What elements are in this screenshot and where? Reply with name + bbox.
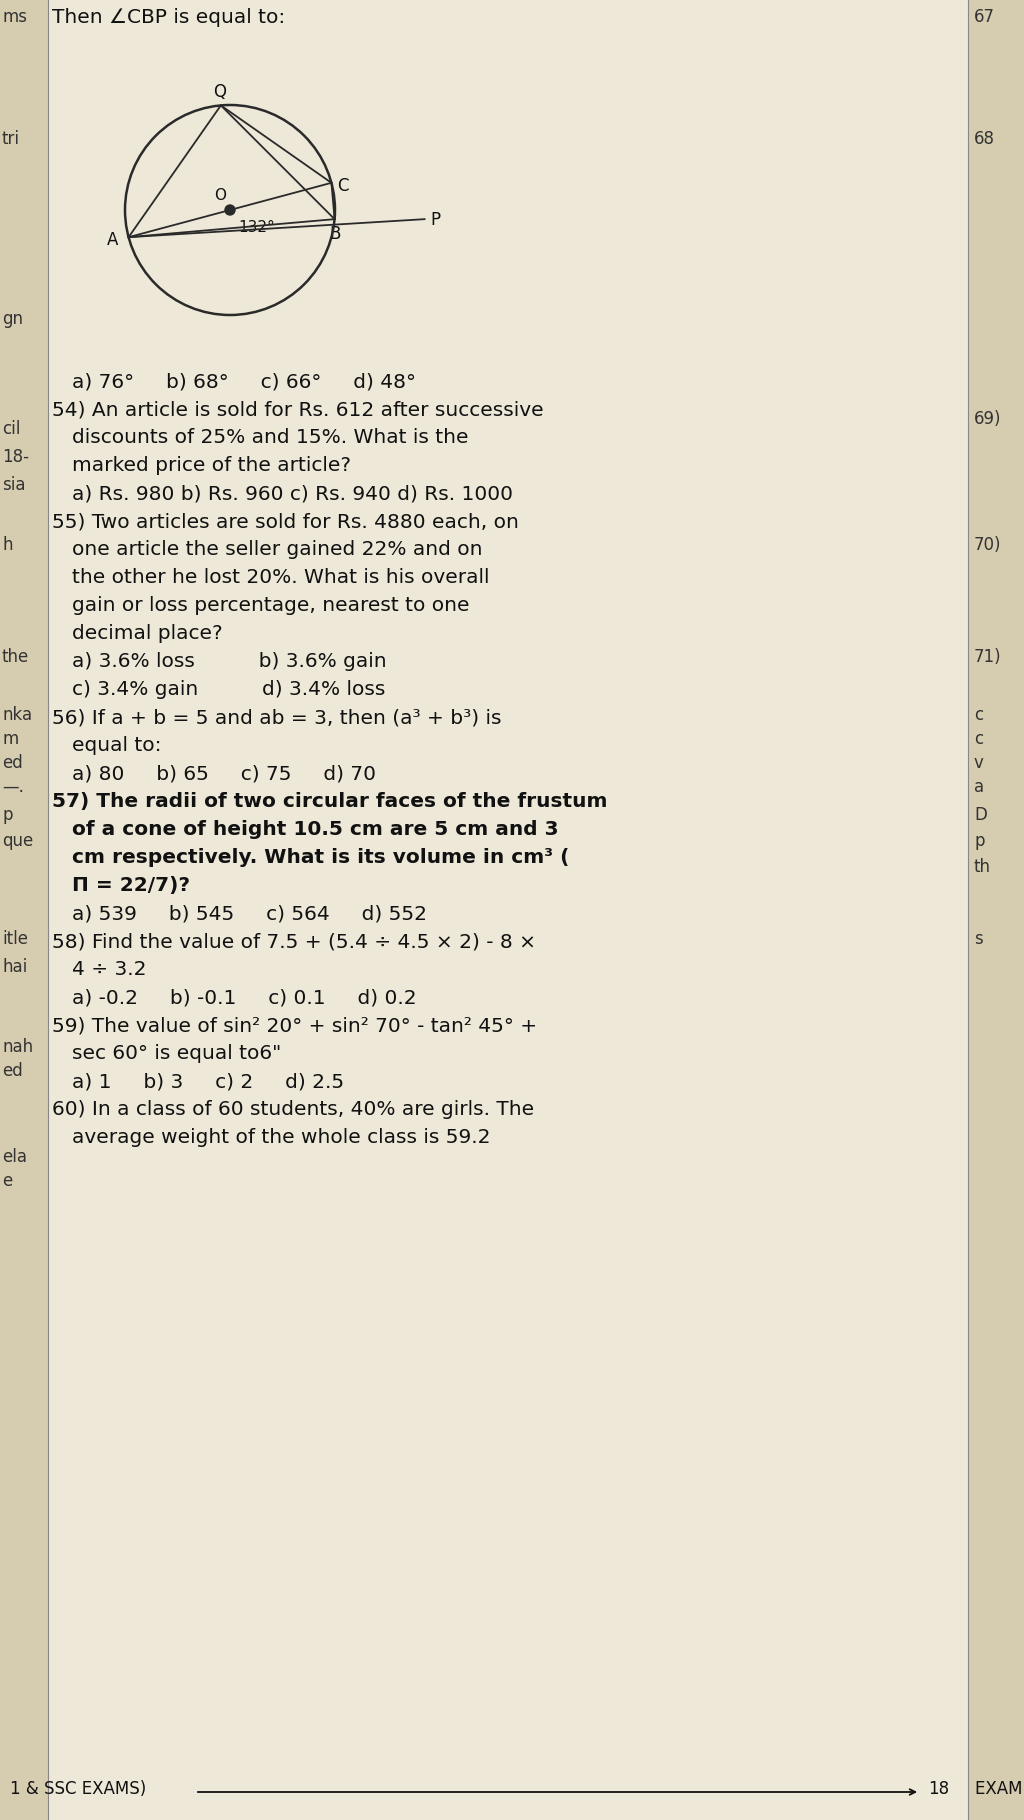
Text: the other he lost 20%. What is his overall: the other he lost 20%. What is his overa…	[72, 568, 489, 588]
Text: 54) An article is sold for Rs. 612 after successive: 54) An article is sold for Rs. 612 after…	[52, 400, 544, 419]
Text: gn: gn	[2, 309, 23, 328]
Text: 59) The value of sin² 20° + sin² 70° - tan² 45° +: 59) The value of sin² 20° + sin² 70° - t…	[52, 1016, 538, 1036]
Text: 67: 67	[974, 7, 995, 25]
Text: of a cone of height 10.5 cm are 5 cm and 3: of a cone of height 10.5 cm are 5 cm and…	[72, 821, 559, 839]
Text: —.: —.	[2, 777, 24, 795]
Text: 60) In a class of 60 students, 40% are girls. The: 60) In a class of 60 students, 40% are g…	[52, 1099, 535, 1119]
Circle shape	[225, 206, 234, 215]
Text: C: C	[338, 177, 349, 195]
Text: c) 3.4% gain          d) 3.4% loss: c) 3.4% gain d) 3.4% loss	[72, 681, 385, 699]
Text: ms: ms	[2, 7, 27, 25]
Text: 55) Two articles are sold for Rs. 4880 each, on: 55) Two articles are sold for Rs. 4880 e…	[52, 511, 519, 531]
Text: th: th	[974, 857, 991, 875]
Text: one article the seller gained 22% and on: one article the seller gained 22% and on	[72, 541, 482, 559]
Text: discounts of 25% and 15%. What is the: discounts of 25% and 15%. What is the	[72, 428, 469, 448]
Text: a) 1     b) 3     c) 2     d) 2.5: a) 1 b) 3 c) 2 d) 2.5	[72, 1072, 344, 1090]
Text: a) 80     b) 65     c) 75     d) 70: a) 80 b) 65 c) 75 d) 70	[72, 764, 376, 783]
Text: sec 60° is equal to6": sec 60° is equal to6"	[72, 1045, 282, 1063]
Text: e: e	[2, 1172, 12, 1190]
Text: a) Rs. 980 b) Rs. 960 c) Rs. 940 d) Rs. 1000: a) Rs. 980 b) Rs. 960 c) Rs. 940 d) Rs. …	[72, 484, 513, 502]
Text: 58) Find the value of 7.5 + (5.4 ÷ 4.5 × 2) - 8 ×: 58) Find the value of 7.5 + (5.4 ÷ 4.5 ×…	[52, 932, 536, 952]
Text: 1 & SSC EXAMS): 1 & SSC EXAMS)	[10, 1780, 146, 1798]
Text: 132°: 132°	[238, 220, 274, 235]
Text: ed: ed	[2, 753, 23, 772]
Text: 18-: 18-	[2, 448, 29, 466]
Text: cm respectively. What is its volume in cm³ (: cm respectively. What is its volume in c…	[72, 848, 569, 866]
Text: B: B	[330, 226, 341, 244]
Text: nka: nka	[2, 706, 32, 724]
Text: nah: nah	[2, 1037, 33, 1056]
Text: 56) If a + b = 5 and ab = 3, then (a³ + b³) is: 56) If a + b = 5 and ab = 3, then (a³ + …	[52, 708, 502, 726]
Text: the: the	[2, 648, 30, 666]
Text: 71): 71)	[974, 648, 1001, 666]
Text: p: p	[2, 806, 12, 824]
Text: EXAM -: EXAM -	[975, 1780, 1024, 1798]
Text: ela: ela	[2, 1148, 27, 1167]
Text: marked price of the article?: marked price of the article?	[72, 457, 351, 475]
Text: a) -0.2     b) -0.1     c) 0.1     d) 0.2: a) -0.2 b) -0.1 c) 0.1 d) 0.2	[72, 988, 417, 1006]
Text: D: D	[974, 806, 987, 824]
Text: 70): 70)	[974, 537, 1001, 553]
Text: P: P	[431, 211, 440, 229]
Text: h: h	[2, 537, 12, 553]
Text: a) 3.6% loss          b) 3.6% gain: a) 3.6% loss b) 3.6% gain	[72, 652, 387, 672]
Text: itle: itle	[2, 930, 28, 948]
Text: a) 76°     b) 68°     c) 66°     d) 48°: a) 76° b) 68° c) 66° d) 48°	[72, 371, 416, 391]
Text: m: m	[2, 730, 18, 748]
Text: average weight of the whole class is 59.2: average weight of the whole class is 59.…	[72, 1128, 490, 1147]
Bar	[968, 0, 1024, 1820]
Text: O: O	[214, 187, 226, 204]
Text: 18: 18	[928, 1780, 949, 1798]
Text: p: p	[974, 832, 984, 850]
Text: 4 ÷ 3.2: 4 ÷ 3.2	[72, 959, 146, 979]
Text: ed: ed	[2, 1063, 23, 1079]
Text: c: c	[974, 706, 983, 724]
Bar	[0, 0, 48, 1820]
Text: cil: cil	[2, 420, 20, 439]
Text: tri: tri	[2, 129, 20, 147]
Text: 57) The radii of two circular faces of the frustum: 57) The radii of two circular faces of t…	[52, 792, 607, 812]
Text: gain or loss percentage, nearest to one: gain or loss percentage, nearest to one	[72, 595, 469, 615]
Text: equal to:: equal to:	[72, 735, 162, 755]
Text: a: a	[974, 777, 984, 795]
Text: Π = 22/7)?: Π = 22/7)?	[72, 875, 190, 895]
Text: que: que	[2, 832, 33, 850]
Text: a) 539     b) 545     c) 564     d) 552: a) 539 b) 545 c) 564 d) 552	[72, 905, 427, 923]
Text: hai: hai	[2, 957, 28, 976]
Text: 69): 69)	[974, 410, 1001, 428]
Text: sia: sia	[2, 477, 26, 493]
Text: c: c	[974, 730, 983, 748]
Text: Q: Q	[213, 84, 226, 102]
Text: 68: 68	[974, 129, 995, 147]
Text: Then ∠CBP is equal to:: Then ∠CBP is equal to:	[52, 7, 286, 27]
Text: decimal place?: decimal place?	[72, 624, 222, 642]
Text: s: s	[974, 930, 983, 948]
Text: v: v	[974, 753, 984, 772]
Text: A: A	[106, 231, 118, 249]
